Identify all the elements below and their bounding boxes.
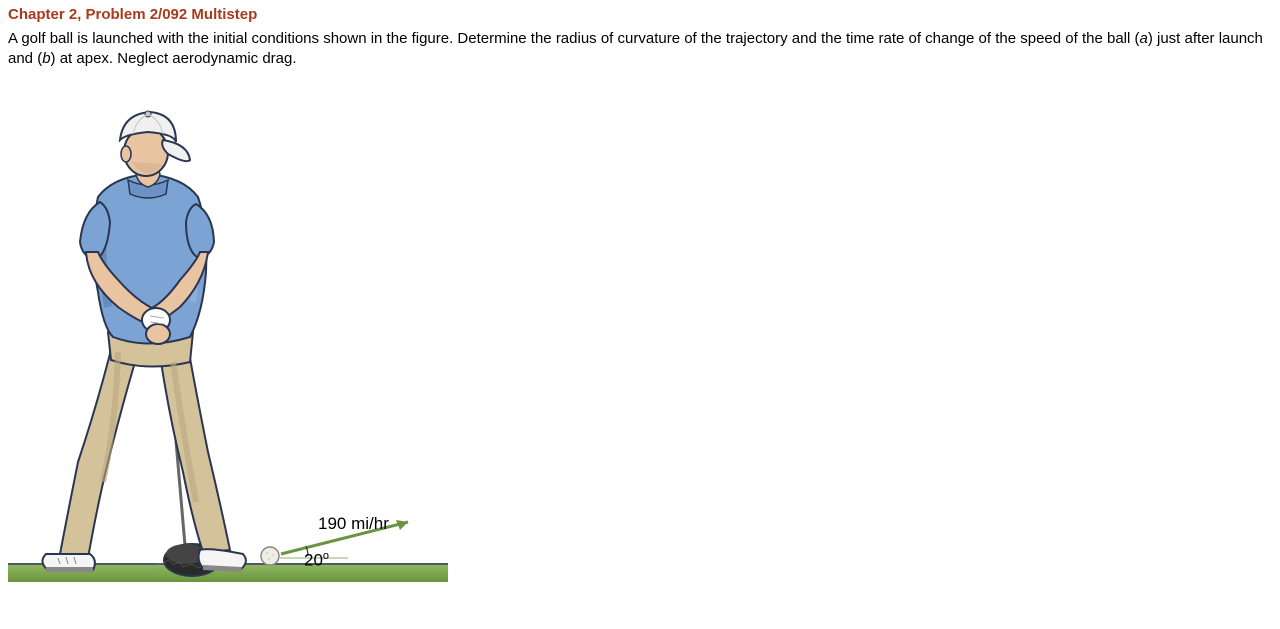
header-text: Chapter 2, Problem 2/092 Multistep: [8, 6, 257, 23]
left-shoe: [42, 554, 94, 572]
golf-ball: [261, 547, 279, 565]
problem-text-3: ) at apex. Neglect aerodynamic drag.: [51, 50, 297, 67]
problem-statement: A golf ball is launched with the initial…: [8, 29, 1272, 70]
pants: [60, 324, 230, 558]
velocity-label: 190 mi/hr: [318, 514, 389, 534]
problem-figure: 190 mi/hr 20o: [8, 102, 448, 592]
velocity-text: 190 mi/hr: [318, 514, 389, 533]
head: [120, 111, 190, 187]
angle-label: 20o: [304, 550, 329, 571]
problem-header: Chapter 2, Problem 2/092 Multistep: [8, 6, 1272, 23]
problem-text-1: A golf ball is launched with the initial…: [8, 30, 1140, 47]
part-a-label: a: [1140, 30, 1148, 47]
right-shoe: [199, 549, 246, 572]
angle-unit: o: [323, 550, 329, 562]
hands: [142, 308, 170, 344]
angle-value: 20: [304, 550, 323, 569]
part-b-label: b: [42, 50, 50, 67]
